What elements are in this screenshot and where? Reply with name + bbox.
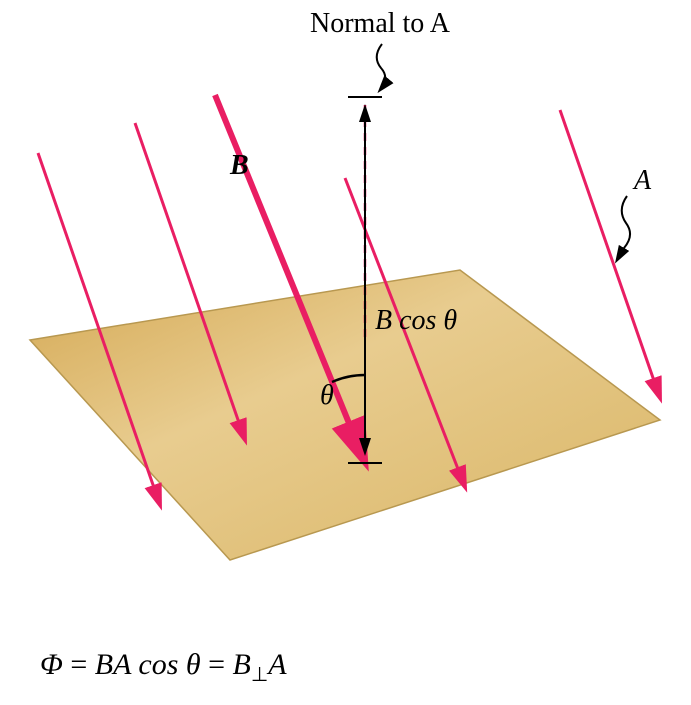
- A-label: A: [634, 165, 651, 197]
- B-label: B: [230, 150, 249, 182]
- Aend: A: [268, 648, 286, 681]
- eq1: =: [63, 648, 95, 681]
- flux-diagram: Normal to A B A B cos θ θ Φ = BA cos θ =…: [0, 0, 691, 700]
- theta-label: θ: [320, 380, 334, 412]
- perp: ⊥: [251, 664, 268, 686]
- B-text: B: [230, 150, 249, 181]
- Bcos-text: B cos θ: [375, 305, 457, 336]
- phi: Φ: [40, 648, 63, 681]
- field-arrow: [560, 110, 660, 398]
- squiggle-A: [617, 196, 630, 260]
- normal-label: Normal to A: [310, 8, 450, 40]
- bacos: BA cos θ: [95, 648, 201, 681]
- Bcos-label: B cos θ: [375, 305, 457, 337]
- eq2: =: [201, 648, 233, 681]
- theta-text: θ: [320, 380, 334, 411]
- flux-formula: Φ = BA cos θ = B⊥A: [40, 648, 287, 687]
- diagram-svg: [0, 0, 691, 700]
- bperp: B: [233, 648, 251, 681]
- normal-text: Normal to A: [310, 8, 450, 39]
- squiggle-normal: [377, 44, 386, 90]
- A-text: A: [634, 165, 651, 196]
